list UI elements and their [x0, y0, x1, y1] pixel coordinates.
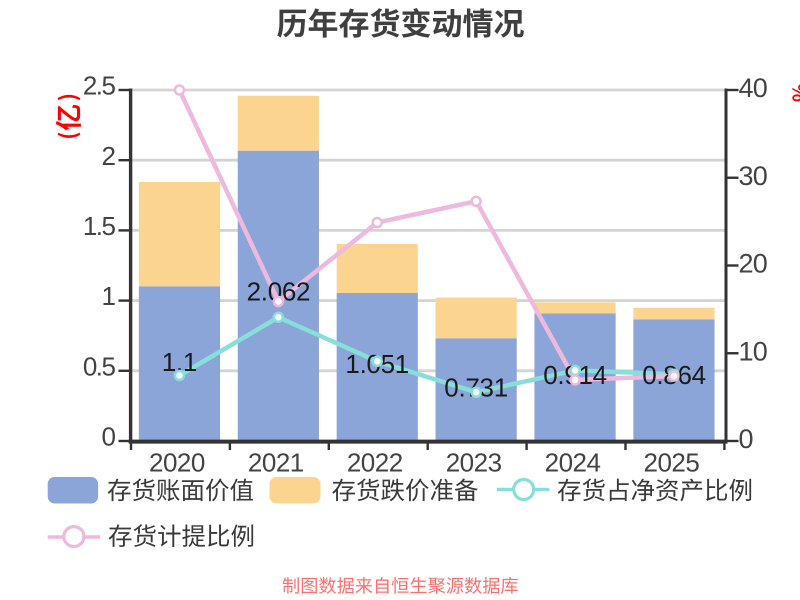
svg-text:0.5: 0.5 — [83, 351, 116, 381]
svg-text:2: 2 — [102, 141, 116, 171]
svg-text:0: 0 — [102, 422, 116, 452]
svg-text:10: 10 — [739, 336, 767, 366]
svg-text:2020: 2020 — [149, 448, 205, 478]
svg-text:2024: 2024 — [545, 448, 601, 478]
svg-text:2022: 2022 — [347, 448, 403, 478]
svg-text:1.5: 1.5 — [83, 211, 116, 241]
svg-text:1: 1 — [102, 281, 116, 311]
svg-text:40: 40 — [739, 73, 767, 103]
svg-text:0: 0 — [739, 424, 753, 454]
svg-text:30: 30 — [739, 161, 767, 191]
svg-text:2025: 2025 — [644, 448, 700, 478]
svg-text:2023: 2023 — [446, 448, 502, 478]
svg-text:20: 20 — [739, 249, 767, 279]
svg-text:2021: 2021 — [248, 448, 304, 478]
svg-text:2.5: 2.5 — [83, 71, 116, 101]
